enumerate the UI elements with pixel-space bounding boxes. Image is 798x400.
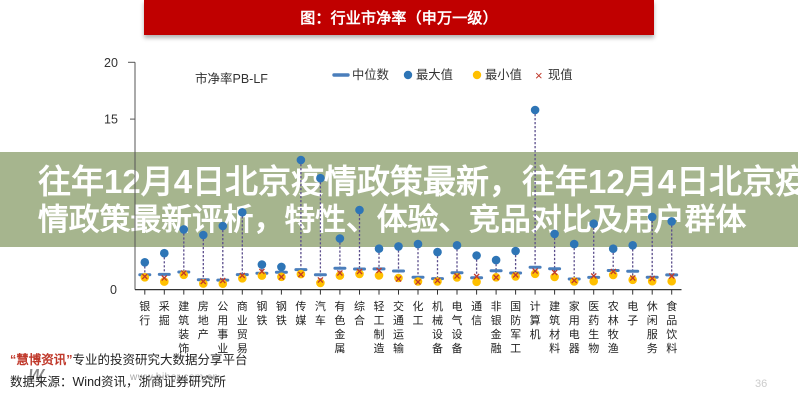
svg-text:×: × <box>535 68 543 83</box>
svg-text:×: × <box>590 269 597 283</box>
svg-text:×: × <box>356 264 363 278</box>
svg-text:15: 15 <box>104 113 118 127</box>
svg-text:×: × <box>395 272 402 286</box>
svg-text:×: × <box>375 264 382 278</box>
svg-text:×: × <box>297 268 304 282</box>
svg-text:×: × <box>161 271 168 285</box>
svg-text:×: × <box>219 273 226 287</box>
svg-text:×: × <box>649 272 656 286</box>
svg-text:20: 20 <box>104 56 118 70</box>
svg-text:×: × <box>512 268 519 282</box>
svg-text:×: × <box>610 265 617 279</box>
svg-text:×: × <box>239 269 246 283</box>
svg-text:×: × <box>551 266 558 280</box>
svg-text:最小值: 最小值 <box>485 67 522 82</box>
svg-text:×: × <box>141 270 148 284</box>
svg-text:×: × <box>258 264 265 278</box>
svg-text:×: × <box>414 275 421 289</box>
svg-text:中位数: 中位数 <box>352 67 389 82</box>
svg-text:×: × <box>317 273 324 287</box>
svg-text:现值: 现值 <box>548 67 573 82</box>
svg-text:×: × <box>180 266 187 280</box>
svg-text:0: 0 <box>110 283 117 297</box>
svg-text:×: × <box>473 270 480 284</box>
svg-text:×: × <box>336 266 343 280</box>
svg-text:×: × <box>493 270 500 284</box>
svg-text:×: × <box>434 274 441 288</box>
svg-text:×: × <box>532 264 539 278</box>
svg-text:×: × <box>453 269 460 283</box>
svg-text:×: × <box>278 270 285 284</box>
svg-text:×: × <box>668 269 675 283</box>
svg-text:×: × <box>629 271 636 285</box>
svg-text:×: × <box>571 274 578 288</box>
svg-text:最大值: 最大值 <box>416 67 453 82</box>
svg-text:×: × <box>200 274 207 288</box>
